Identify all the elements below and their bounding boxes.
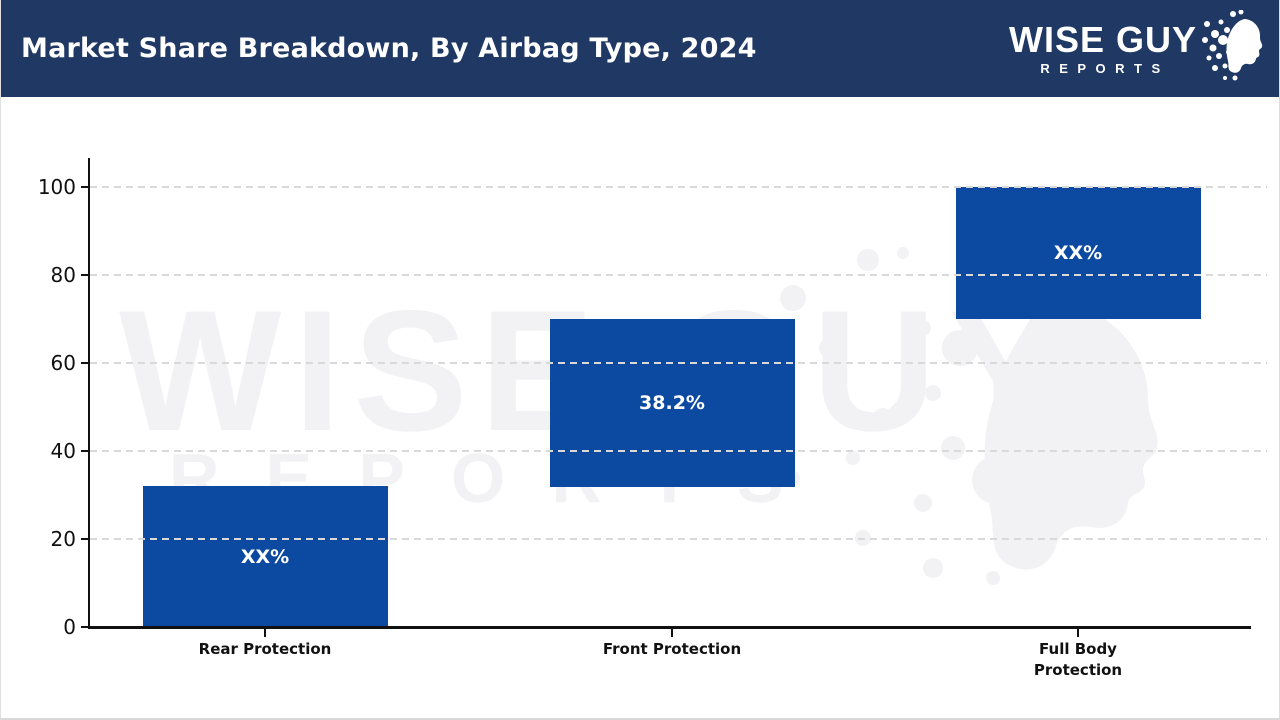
x-tick	[671, 629, 673, 637]
x-axis-label: Rear Protection	[198, 640, 332, 658]
y-tick	[81, 449, 88, 452]
header-bar: Market Share Breakdown, By Airbag Type, …	[1, 0, 1279, 97]
page-title: Market Share Breakdown, By Airbag Type, …	[21, 33, 757, 64]
brand-subtitle: REPORTS	[1040, 61, 1170, 76]
brand-logo: WISE GUY REPORTS	[1008, 9, 1265, 88]
bar	[142, 486, 388, 627]
y-tick	[81, 185, 88, 188]
gridline	[90, 361, 1267, 364]
gridline	[90, 537, 1267, 540]
brand-name: WISE GUY	[1008, 19, 1197, 60]
gridline	[90, 273, 1267, 276]
bar-value-label: 38.2%	[639, 391, 705, 414]
brand-text: WISE GUY REPORTS	[1008, 19, 1197, 76]
y-tick-label: 80	[50, 262, 76, 287]
y-tick-label: 20	[50, 526, 76, 551]
x-axis-label: Front Protection	[602, 640, 742, 658]
x-axis-label: Full Body Protection	[1033, 640, 1123, 679]
y-tick-label: 0	[63, 615, 76, 639]
y-tick-label: 40	[50, 438, 76, 463]
x-tick	[1077, 629, 1079, 637]
y-tick-label: 100	[37, 174, 76, 199]
y-tick	[81, 273, 88, 276]
bar-value-label: XX%	[1053, 241, 1103, 264]
y-tick	[81, 626, 88, 628]
bar	[549, 318, 795, 487]
gridline	[90, 449, 1267, 452]
x-axis-line	[88, 626, 1251, 629]
y-tick-label: 60	[50, 350, 76, 375]
x-tick	[264, 629, 266, 637]
y-axis-line	[88, 158, 90, 629]
bar-value-label: XX%	[240, 545, 290, 568]
gridline	[90, 185, 1267, 188]
bar	[955, 186, 1201, 319]
y-tick	[81, 537, 88, 540]
wiseguy-face-logo-icon	[1202, 9, 1263, 80]
y-tick	[81, 361, 88, 364]
